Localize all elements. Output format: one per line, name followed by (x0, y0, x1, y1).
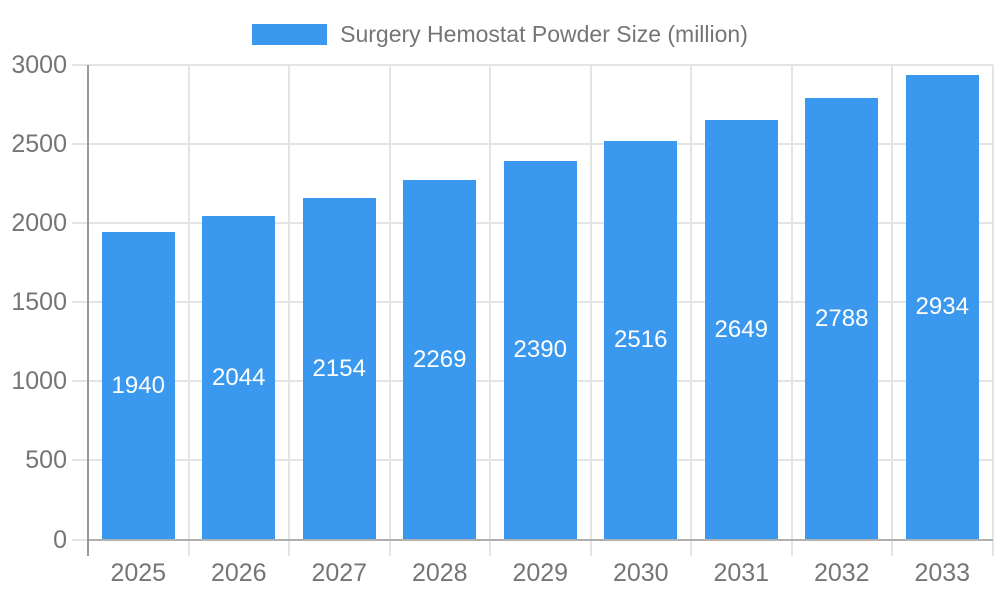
x-gridline (388, 64, 391, 556)
x-axis-label: 2026 (210, 559, 267, 587)
x-gridline (489, 64, 491, 556)
y-axis-label: 500 (25, 446, 67, 475)
bar-2026[interactable]: 2044 (202, 215, 276, 540)
x-gridline (589, 64, 592, 556)
x-axis-label: 2032 (813, 559, 870, 587)
x-gridline (187, 64, 190, 556)
x-gridline (288, 64, 290, 556)
legend-label: Surgery Hemostat Powder Size (million) (340, 21, 748, 47)
x-axis-label: 2031 (713, 559, 770, 587)
y-axis-line (87, 64, 89, 556)
bar-2030[interactable]: 2516 (604, 141, 678, 540)
y-axis-label: 1000 (11, 367, 67, 396)
x-axis-label: 2029 (512, 559, 569, 587)
y-gridline (72, 142, 993, 145)
x-gridline (690, 64, 692, 556)
y-axis-label: 3000 (11, 50, 67, 79)
bar-value-label: 2516 (614, 326, 668, 354)
bar-2029[interactable]: 2390 (503, 161, 577, 540)
bar-2025[interactable]: 1940 (101, 232, 175, 540)
bar-value-label: 2154 (312, 354, 366, 382)
bar-value-label: 1940 (111, 371, 165, 399)
y-axis-label: 1500 (11, 288, 67, 316)
x-gridline (891, 64, 893, 556)
legend[interactable]: Surgery Hemostat Powder Size (million) (0, 21, 1000, 48)
bar-2031[interactable]: 2649 (704, 120, 778, 540)
x-gridline (991, 64, 994, 556)
x-axis-label: 2030 (612, 559, 669, 587)
bar-value-label: 2390 (513, 336, 567, 364)
y-axis-label: 2000 (11, 208, 67, 237)
bar-value-label: 2044 (212, 363, 266, 391)
bar-value-label: 2934 (915, 293, 969, 321)
x-axis-label: 2025 (110, 559, 167, 587)
y-axis-label: 0 (53, 525, 67, 554)
bar-2033[interactable]: 2934 (905, 74, 979, 540)
bar-value-label: 2269 (413, 345, 467, 373)
bar-2032[interactable]: 2788 (805, 98, 879, 540)
legend-swatch (252, 24, 328, 45)
x-axis-label: 2028 (411, 559, 468, 587)
bar-2027[interactable]: 2154 (302, 198, 376, 540)
bar-2028[interactable]: 2269 (403, 180, 477, 540)
y-axis-label: 2500 (11, 129, 67, 158)
bar-value-label: 2788 (815, 304, 869, 332)
x-gridline (790, 64, 793, 556)
x-axis-line (87, 538, 993, 541)
x-axis-label: 2033 (914, 559, 971, 587)
x-axis-label: 2027 (311, 559, 368, 587)
bar-value-label: 2649 (714, 315, 768, 343)
y-gridline (72, 63, 993, 66)
